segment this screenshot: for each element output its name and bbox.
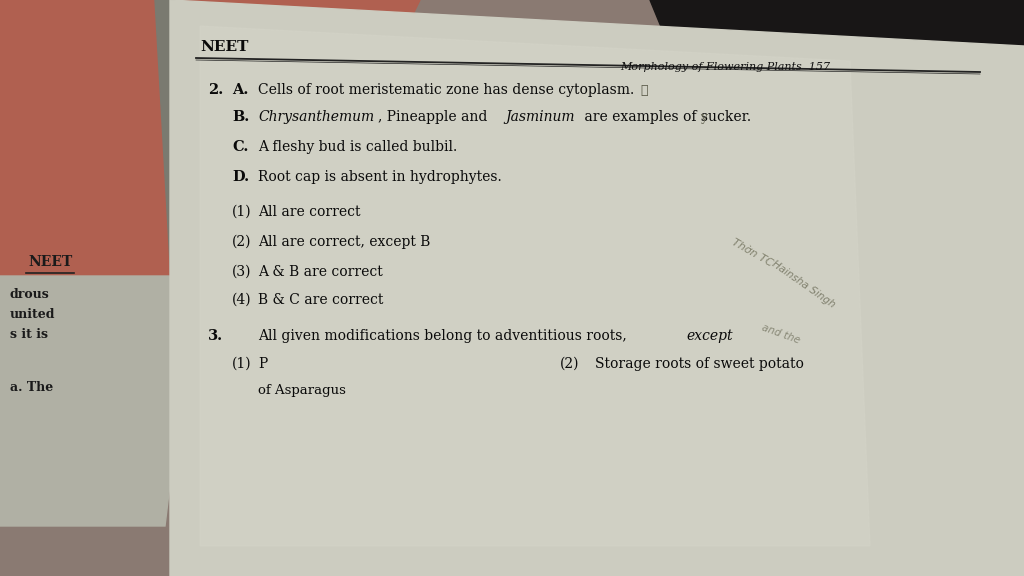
Text: P: P: [258, 357, 267, 371]
Text: , Pineapple and: , Pineapple and: [378, 110, 492, 124]
Polygon shape: [200, 26, 870, 546]
Text: s it is: s it is: [10, 328, 48, 341]
Text: 2.: 2.: [208, 83, 223, 97]
Text: y: y: [700, 111, 708, 124]
Text: A fleshy bud is called bulbil.: A fleshy bud is called bulbil.: [258, 140, 458, 154]
Text: (2): (2): [560, 357, 580, 371]
Text: 3.: 3.: [208, 329, 223, 343]
Text: C.: C.: [232, 140, 249, 154]
Polygon shape: [650, 0, 1024, 376]
Text: Storage roots of sweet potato: Storage roots of sweet potato: [595, 357, 804, 371]
Text: A & B are correct: A & B are correct: [258, 265, 383, 279]
Text: (2): (2): [232, 235, 252, 249]
Polygon shape: [170, 0, 1024, 576]
Polygon shape: [155, 0, 210, 526]
Text: Hainsha Singh: Hainsha Singh: [770, 259, 837, 310]
Text: NEET: NEET: [28, 255, 73, 269]
Polygon shape: [0, 0, 420, 336]
Text: except: except: [686, 329, 732, 343]
Text: All are correct: All are correct: [258, 205, 360, 219]
Text: D.: D.: [232, 170, 249, 184]
Text: All are correct, except B: All are correct, except B: [258, 235, 430, 249]
Text: drous: drous: [10, 288, 50, 301]
Text: A.: A.: [232, 83, 249, 97]
Text: Morphology of Flowering Plants  157: Morphology of Flowering Plants 157: [620, 62, 830, 72]
Text: Cells of root meristematic zone has dense cytoplasm.: Cells of root meristematic zone has dens…: [258, 83, 634, 97]
Text: NEET: NEET: [200, 40, 249, 54]
Text: Chrysanthemum: Chrysanthemum: [258, 110, 374, 124]
Text: of Asparagus: of Asparagus: [258, 384, 346, 397]
Text: (4): (4): [232, 293, 252, 307]
Text: (3): (3): [232, 265, 252, 279]
Text: ✓: ✓: [640, 84, 647, 97]
Text: a. The: a. The: [10, 381, 53, 394]
Text: united: united: [10, 308, 55, 321]
Text: and the: and the: [760, 323, 801, 346]
Text: B.: B.: [232, 110, 249, 124]
Text: Thờn TC: Thờn TC: [730, 237, 774, 268]
Text: B & C are correct: B & C are correct: [258, 293, 383, 307]
Text: Root cap is absent in hydrophytes.: Root cap is absent in hydrophytes.: [258, 170, 502, 184]
Text: Jasminum: Jasminum: [505, 110, 574, 124]
Text: (1): (1): [232, 205, 252, 219]
Text: are examples of sucker.: are examples of sucker.: [580, 110, 752, 124]
Polygon shape: [0, 276, 195, 526]
Text: (1): (1): [232, 357, 252, 371]
Text: All given modifications belong to adventitious roots,: All given modifications belong to advent…: [258, 329, 627, 343]
